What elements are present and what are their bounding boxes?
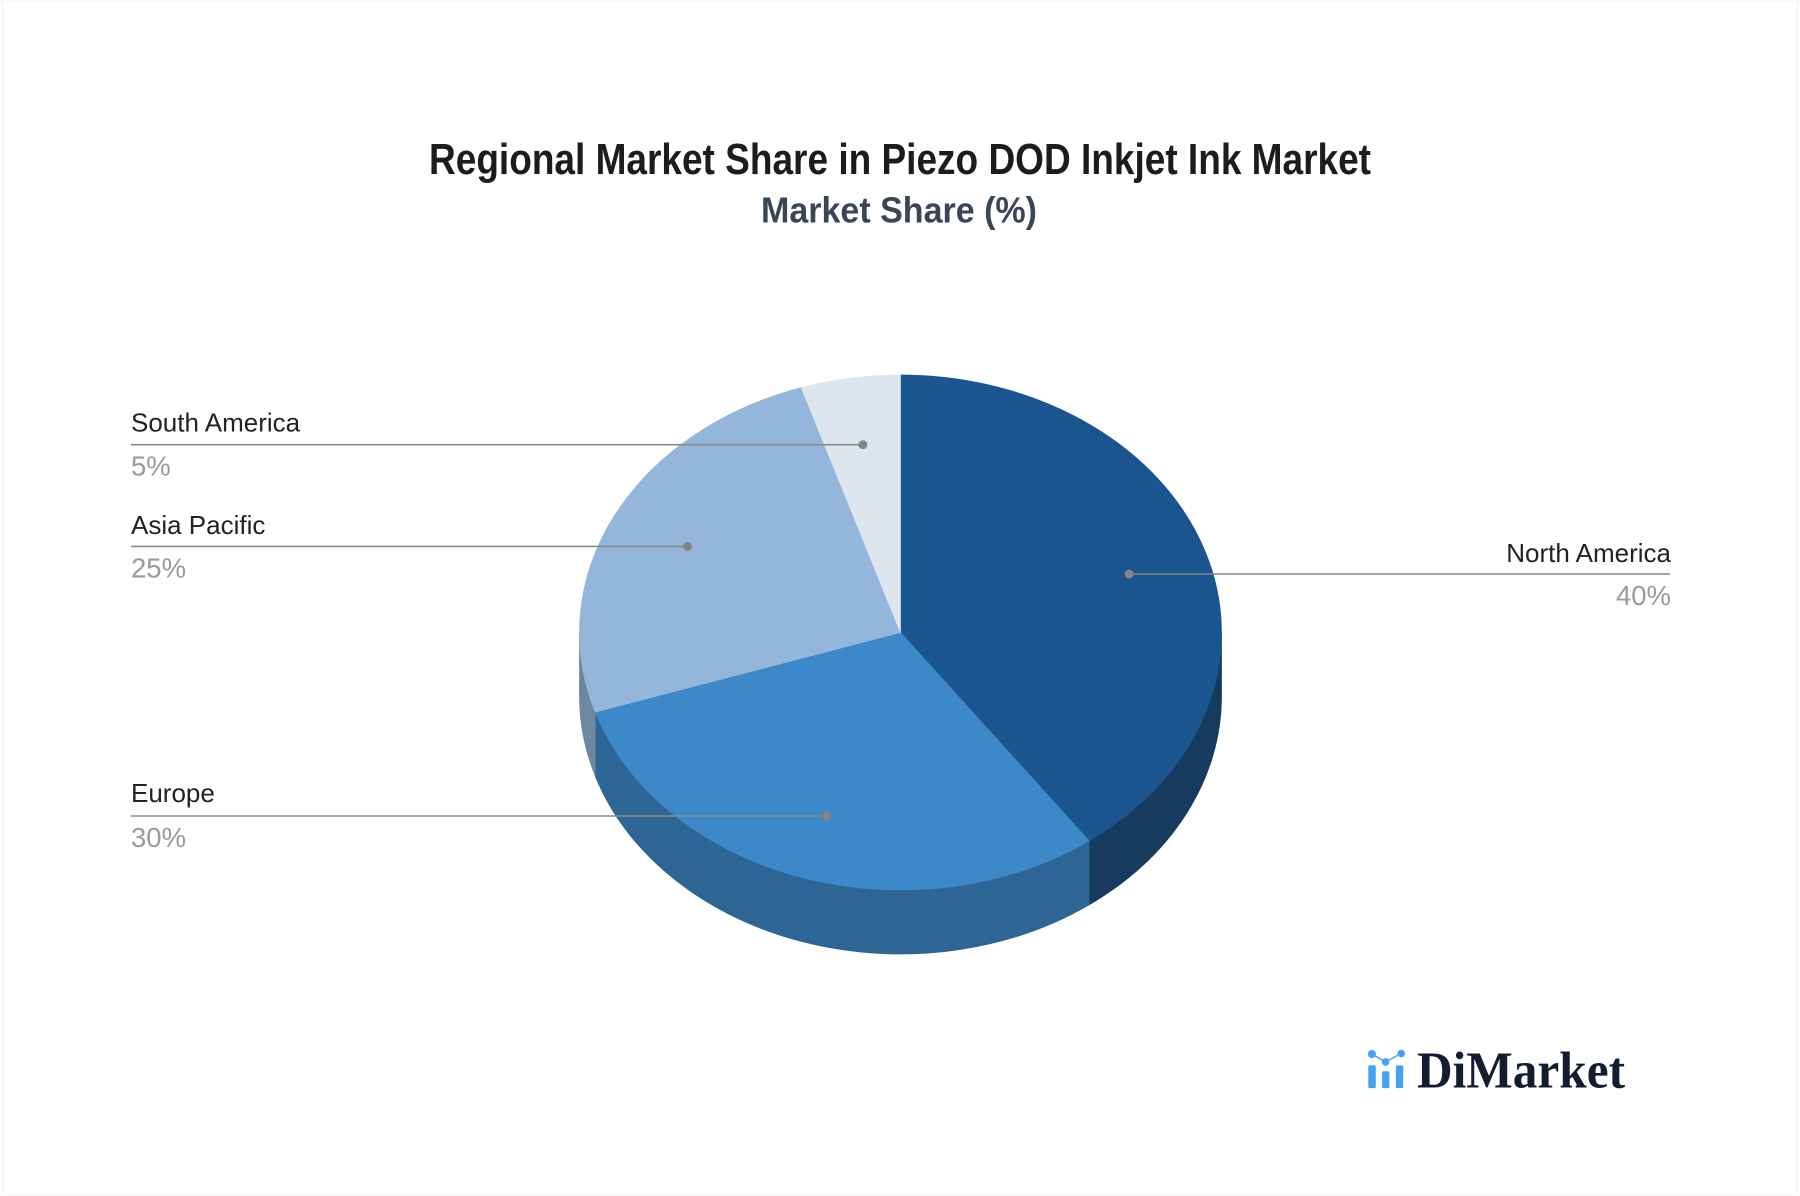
svg-text:25%: 25% bbox=[131, 553, 186, 584]
svg-text:Regional Market Share in Piezo: Regional Market Share in Piezo DOD Inkje… bbox=[429, 135, 1371, 184]
svg-text:Market Share (%): Market Share (%) bbox=[761, 190, 1037, 231]
svg-text:40%: 40% bbox=[1616, 580, 1671, 611]
svg-text:South America: South America bbox=[131, 408, 301, 438]
svg-text:Europe: Europe bbox=[131, 778, 215, 808]
svg-text:North America: North America bbox=[1506, 538, 1671, 568]
svg-text:5%: 5% bbox=[131, 451, 171, 482]
svg-text:DiMarket: DiMarket bbox=[1417, 1043, 1626, 1100]
svg-text:Asia Pacific: Asia Pacific bbox=[131, 510, 265, 540]
svg-text:30%: 30% bbox=[131, 822, 186, 853]
